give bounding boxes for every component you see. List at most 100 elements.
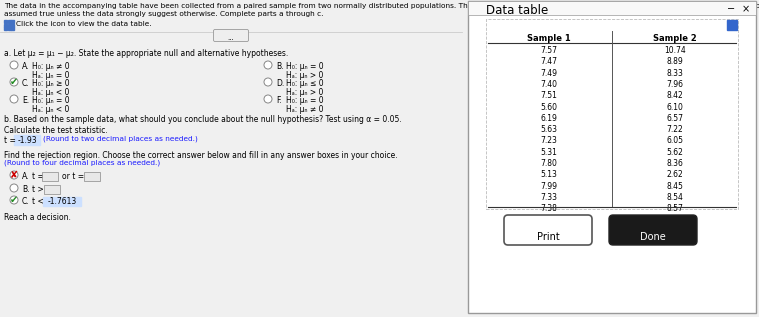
Text: The data in the accompanying table have been collected from a paired sample from: The data in the accompanying table have … [4, 3, 759, 9]
Text: 10.74: 10.74 [664, 46, 686, 55]
Text: Calculate the test statistic.: Calculate the test statistic. [4, 126, 108, 135]
Text: C.: C. [22, 79, 30, 88]
Text: 6.05: 6.05 [666, 136, 684, 146]
Text: H₀: μₙ = 0: H₀: μₙ = 0 [286, 96, 323, 105]
Text: A.: A. [22, 172, 30, 181]
Text: ×: × [742, 4, 750, 14]
Text: (Round to four decimal places as needed.): (Round to four decimal places as needed.… [4, 160, 160, 166]
Text: Done: Done [640, 232, 666, 242]
Text: (Round to two decimal places as needed.): (Round to two decimal places as needed.) [43, 136, 198, 143]
Text: b. Based on the sample data, what should you conclude about the null hypothesis?: b. Based on the sample data, what should… [4, 115, 402, 124]
Text: Hₐ: μₙ ≠ 0: Hₐ: μₙ ≠ 0 [286, 105, 323, 114]
Text: or t =: or t = [62, 172, 87, 181]
Text: 7.38: 7.38 [540, 204, 557, 213]
FancyBboxPatch shape [213, 29, 248, 42]
Text: ✘: ✘ [10, 170, 18, 180]
Text: 5.62: 5.62 [666, 148, 683, 157]
Bar [42, 172, 58, 181]
Text: 8.45: 8.45 [666, 182, 683, 191]
Text: 5.31: 5.31 [540, 148, 557, 157]
Circle shape [10, 61, 18, 69]
Text: B.: B. [22, 185, 30, 194]
FancyBboxPatch shape [609, 215, 697, 245]
Text: t <: t < [32, 197, 46, 206]
Bar [84, 172, 100, 181]
Text: Print: Print [537, 232, 559, 242]
Bar [43, 197, 81, 206]
Text: Hₐ: μₙ > 0: Hₐ: μₙ > 0 [286, 88, 323, 97]
Text: 8.36: 8.36 [666, 159, 683, 168]
Bar [8, 20, 11, 23]
Text: Hₐ: μₙ < 0: Hₐ: μₙ < 0 [32, 88, 69, 97]
Text: 7.51: 7.51 [540, 91, 557, 100]
Text: H₀: μₙ ≠ 0: H₀: μₙ ≠ 0 [32, 62, 70, 71]
Text: 8.54: 8.54 [666, 193, 683, 202]
Text: 6.19: 6.19 [540, 114, 557, 123]
Circle shape [264, 78, 272, 86]
Circle shape [264, 95, 272, 103]
Circle shape [10, 78, 18, 86]
Bar [8, 23, 11, 27]
Bar [4, 23, 7, 27]
Text: 7.23: 7.23 [540, 136, 557, 146]
Text: H₀: μₙ = 0: H₀: μₙ = 0 [286, 62, 323, 71]
Text: Click the icon to view the data table.: Click the icon to view the data table. [16, 21, 152, 27]
Text: 7.49: 7.49 [540, 68, 558, 78]
Text: 7.96: 7.96 [666, 80, 684, 89]
Text: assumed true unless the data strongly suggest otherwise. Complete parts a throug: assumed true unless the data strongly su… [4, 11, 323, 17]
Text: 8.42: 8.42 [666, 91, 683, 100]
Text: 7.99: 7.99 [540, 182, 558, 191]
Text: D.: D. [276, 79, 285, 88]
Text: 2.62: 2.62 [666, 170, 683, 179]
Text: C.: C. [22, 197, 30, 206]
Text: Find the rejection region. Choose the correct answer below and fill in any answe: Find the rejection region. Choose the co… [4, 151, 398, 160]
Text: Hₐ: μₙ = 0: Hₐ: μₙ = 0 [32, 71, 70, 80]
Circle shape [10, 95, 18, 103]
Bar [4, 27, 7, 30]
Text: ✔: ✔ [10, 195, 18, 205]
Text: t =: t = [4, 136, 16, 145]
Bar [44, 185, 60, 194]
Bar [11, 20, 14, 23]
Text: -1.93: -1.93 [17, 136, 37, 145]
Bar [4, 20, 7, 23]
Text: F.: F. [276, 96, 282, 105]
Circle shape [10, 171, 18, 179]
Bar [486, 19, 738, 209]
Text: H₀: μₙ ≥ 0: H₀: μₙ ≥ 0 [32, 79, 70, 88]
Circle shape [264, 61, 272, 69]
Text: 7.57: 7.57 [540, 46, 558, 55]
Text: ✔: ✔ [10, 77, 18, 87]
Text: Data table: Data table [486, 4, 548, 17]
Text: ...: ... [228, 35, 235, 41]
Text: Reach a decision.: Reach a decision. [4, 213, 71, 222]
Text: Sample 2: Sample 2 [653, 34, 697, 43]
Text: −: − [727, 4, 735, 14]
Text: E.: E. [22, 96, 29, 105]
Text: 5.60: 5.60 [540, 102, 558, 112]
Text: 7.22: 7.22 [666, 125, 683, 134]
Text: 6.57: 6.57 [666, 114, 684, 123]
Text: t >: t > [32, 185, 46, 194]
Text: -1.7613: -1.7613 [47, 197, 77, 206]
Bar [727, 20, 737, 30]
Text: Hₐ: μₙ < 0: Hₐ: μₙ < 0 [32, 105, 69, 114]
Text: B.: B. [276, 62, 284, 71]
Bar [468, 1, 756, 15]
Text: 5.13: 5.13 [540, 170, 557, 179]
Text: 7.40: 7.40 [540, 80, 558, 89]
Text: A.: A. [22, 62, 30, 71]
Text: 6.10: 6.10 [666, 102, 683, 112]
Text: Sample 1: Sample 1 [527, 34, 571, 43]
Text: 5.63: 5.63 [540, 125, 558, 134]
Text: H₀: μₙ ≤ 0: H₀: μₙ ≤ 0 [286, 79, 323, 88]
Bar [11, 23, 14, 27]
Text: H₀: μₙ = 0: H₀: μₙ = 0 [32, 96, 70, 105]
Bar [11, 27, 14, 30]
Bar [468, 1, 756, 313]
Text: 7.33: 7.33 [540, 193, 558, 202]
Text: 8.89: 8.89 [666, 57, 683, 66]
Text: 8.57: 8.57 [666, 204, 683, 213]
Text: 8.33: 8.33 [666, 68, 683, 78]
Circle shape [10, 196, 18, 204]
